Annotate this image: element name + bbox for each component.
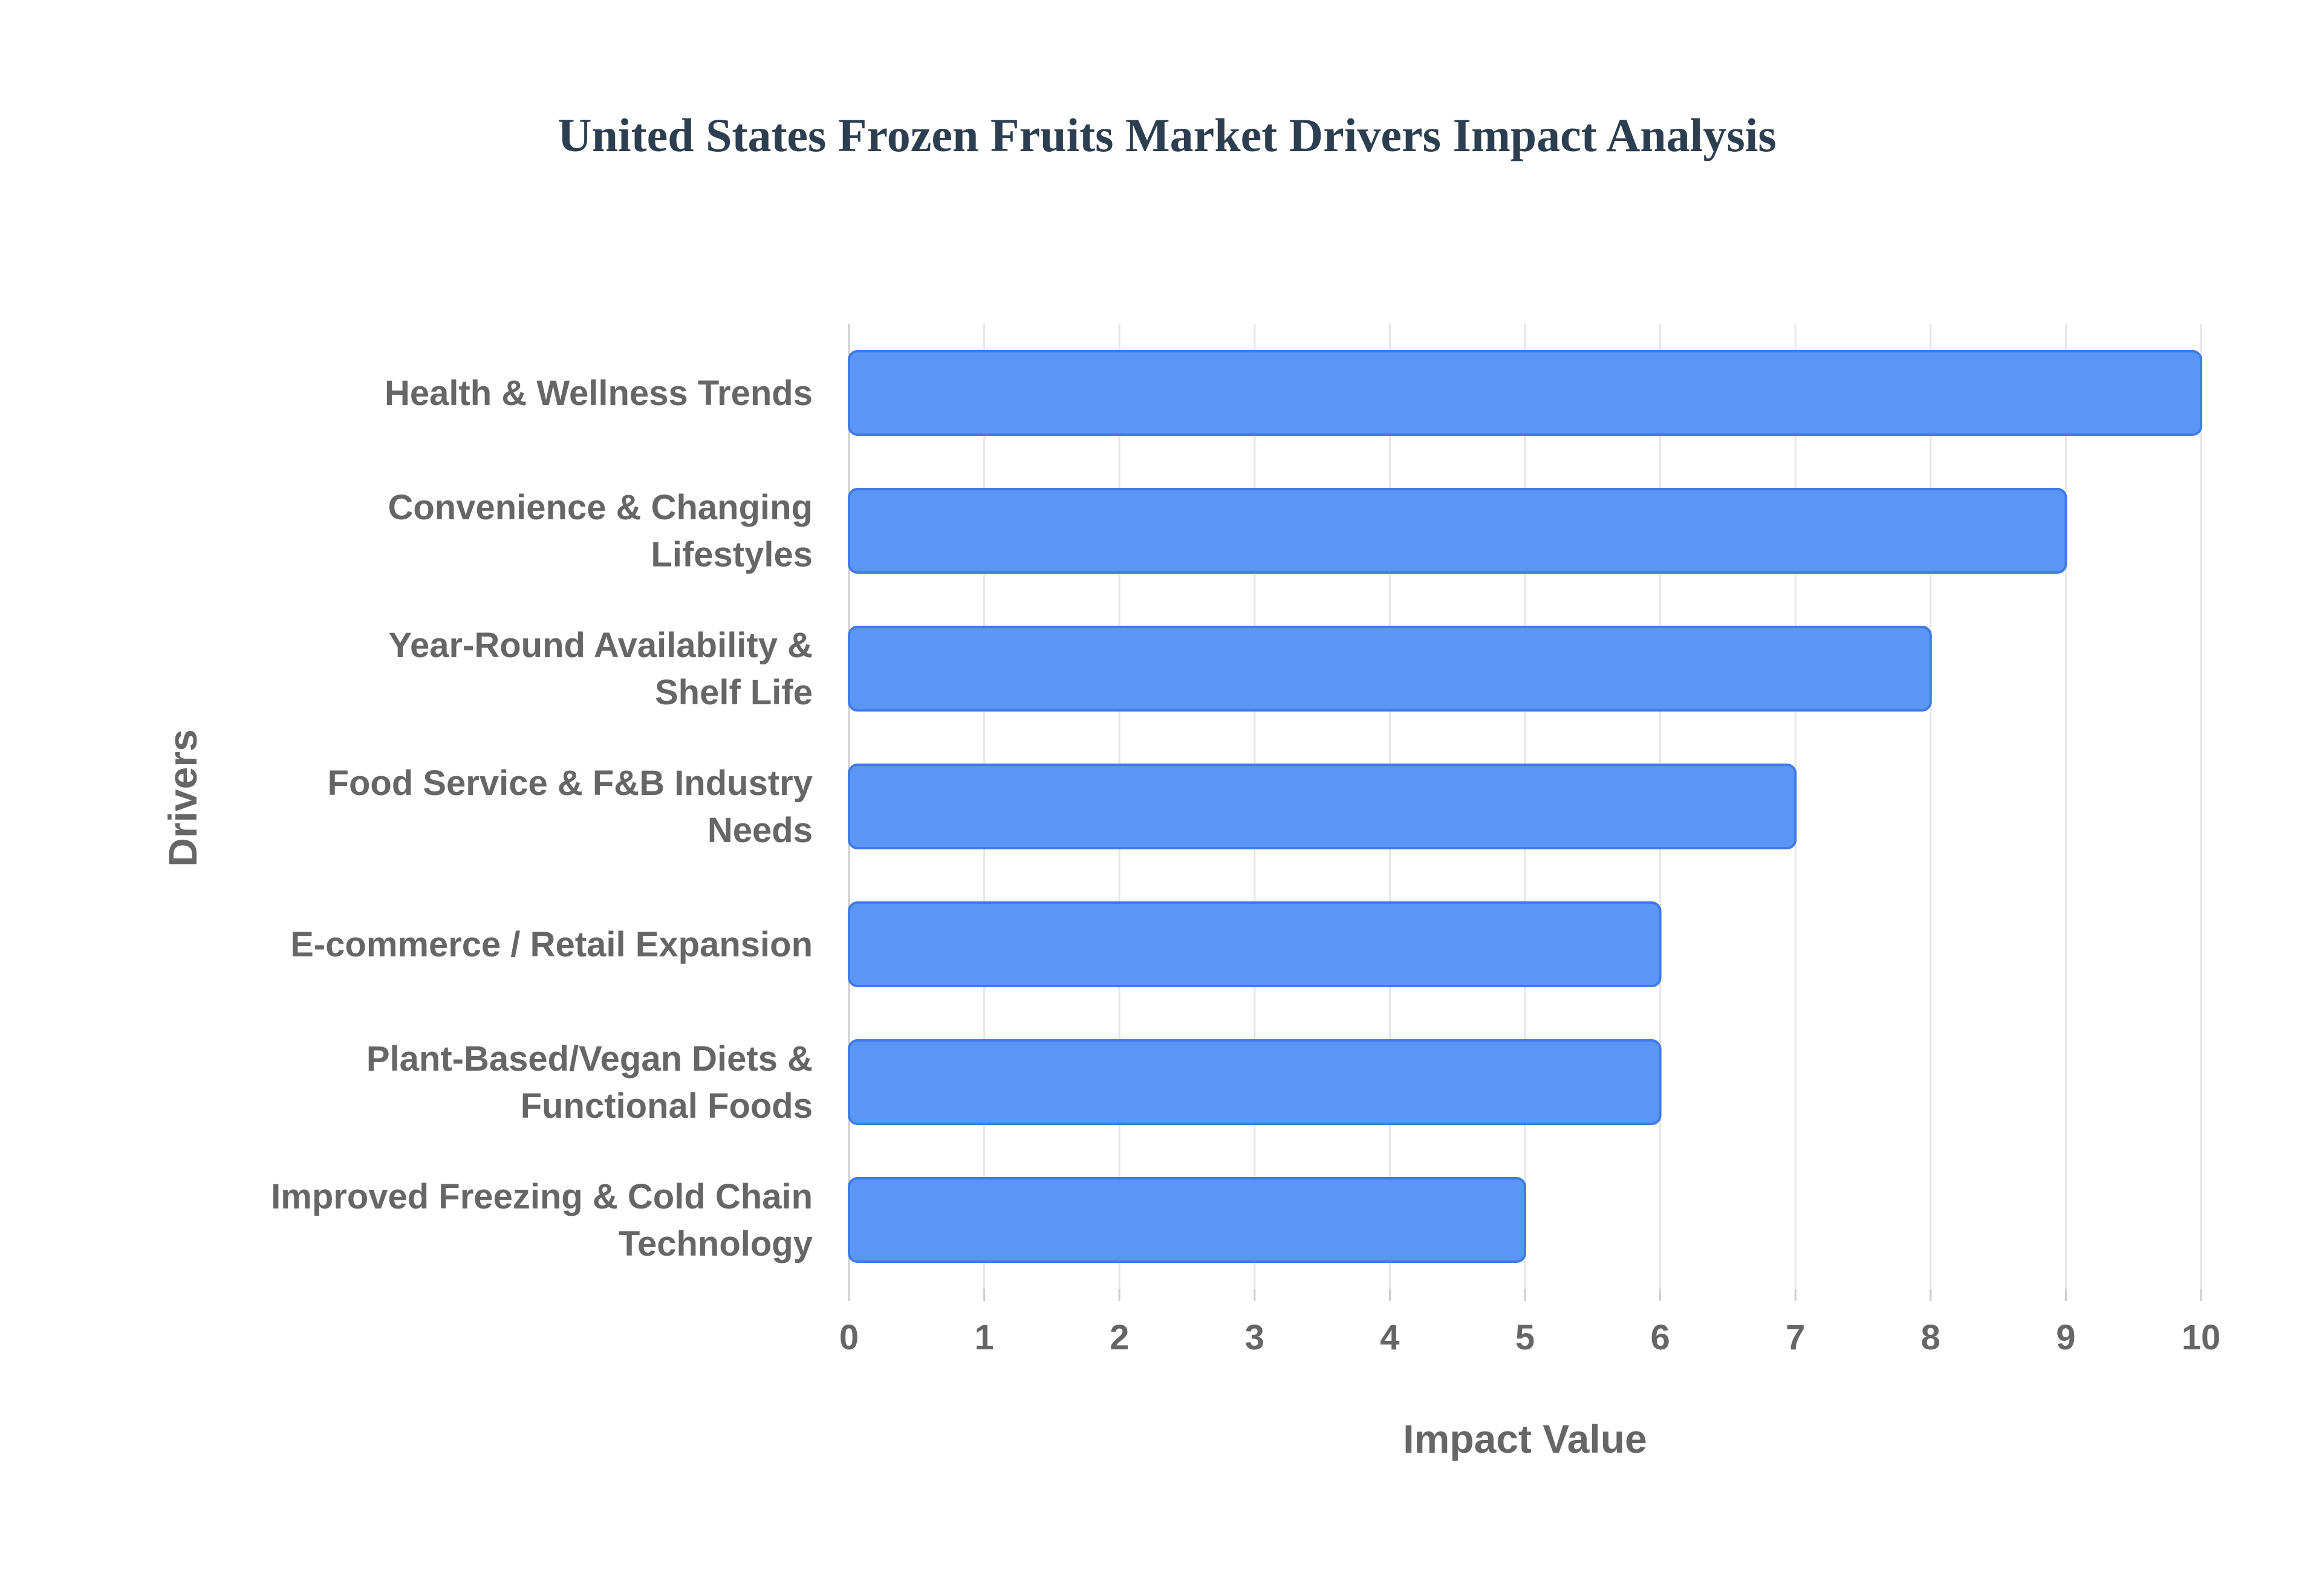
x-tick-label: 10 (2182, 1318, 2221, 1357)
x-tick-label: 5 (1515, 1318, 1535, 1357)
category-label: E-commerce / Retail Expansion (290, 925, 813, 964)
bar (848, 1177, 1526, 1263)
x-tick-label: 4 (1380, 1318, 1399, 1357)
bar (848, 901, 1662, 987)
x-tick-label: 7 (1786, 1318, 1805, 1357)
x-tick-label: 1 (974, 1318, 994, 1357)
category-labels: Health & Wellness Trends Convenience & Ch… (271, 374, 813, 1264)
bar (848, 626, 1932, 712)
category-label: Improved Freezing & Cold Chain Technology (271, 1177, 813, 1264)
x-tick-label: 8 (1921, 1318, 1940, 1357)
x-tick-labels: 0 1 2 3 4 5 6 7 8 9 10 (839, 1318, 2220, 1357)
x-tick-label: 0 (839, 1318, 859, 1357)
x-tick-label: 2 (1110, 1318, 1129, 1357)
bar (848, 764, 1797, 849)
chart-title: United States Frozen Fruits Market Drive… (558, 109, 1776, 161)
bar (848, 488, 2067, 574)
x-axis-title: Impact Value (1403, 1416, 1647, 1461)
x-tick-label: 3 (1245, 1318, 1264, 1357)
category-label: Health & Wellness Trends (385, 374, 813, 413)
x-tick-label: 6 (1650, 1318, 1670, 1357)
category-label: Year-Round Availability & Shelf Life (388, 626, 813, 712)
category-label: Food Service & F&B Industry Needs (328, 764, 813, 850)
y-axis-title: Drivers (160, 729, 205, 867)
bar (848, 1039, 1662, 1125)
category-label: Plant-Based/Vegan Diets & Functional Food… (366, 1039, 813, 1126)
x-tick-label: 9 (2056, 1318, 2075, 1357)
bars-layer (848, 350, 2202, 1263)
bar (848, 350, 2202, 436)
category-label: Convenience & Changing Lifestyles (388, 488, 813, 574)
